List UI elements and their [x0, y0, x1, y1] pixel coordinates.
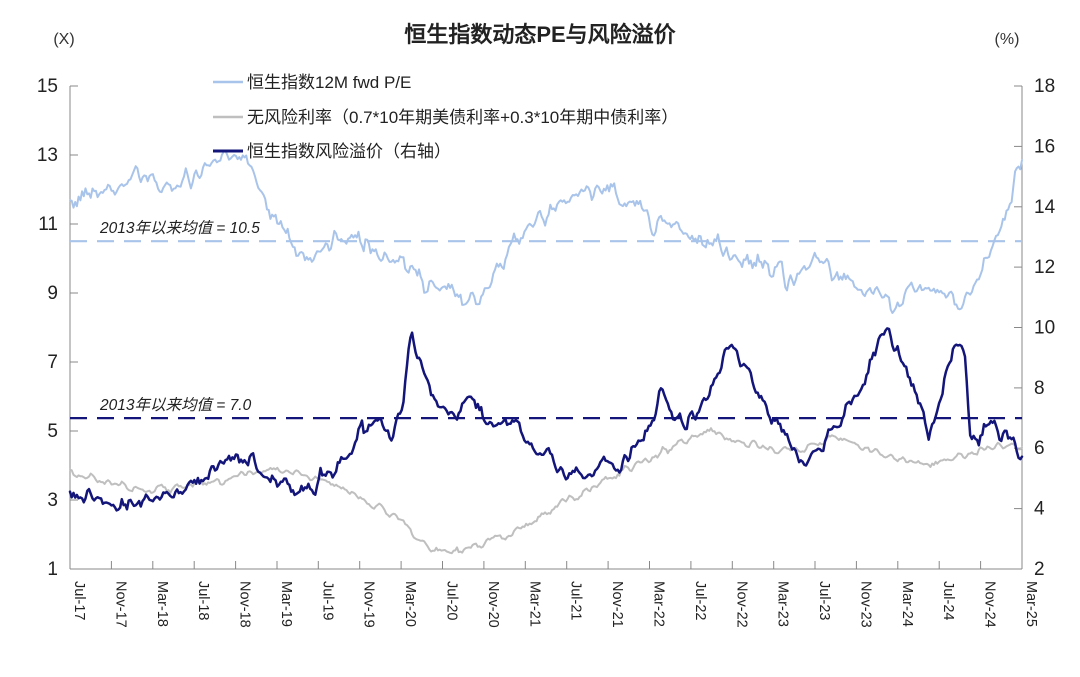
svg-text:Jul-20: Jul-20: [444, 581, 460, 621]
svg-text:3: 3: [47, 490, 58, 511]
svg-text:Nov-23: Nov-23: [857, 581, 873, 628]
svg-text:Nov-19: Nov-19: [361, 581, 377, 628]
svg-text:1: 1: [47, 559, 58, 580]
svg-text:10: 10: [1034, 318, 1055, 339]
svg-text:Jul-19: Jul-19: [319, 581, 335, 621]
svg-text:Jul-23: Jul-23: [816, 581, 832, 621]
svg-text:Nov-22: Nov-22: [733, 581, 749, 628]
svg-text:Mar-23: Mar-23: [775, 581, 791, 627]
svg-text:Mar-20: Mar-20: [402, 581, 418, 627]
svg-text:Mar-19: Mar-19: [278, 581, 294, 627]
svg-text:Mar-22: Mar-22: [651, 581, 667, 627]
svg-text:13: 13: [37, 145, 58, 166]
svg-text:9: 9: [47, 283, 58, 304]
svg-text:恒生指数风险溢价（右轴）: 恒生指数风险溢价（右轴）: [247, 142, 451, 161]
svg-text:Jul-17: Jul-17: [71, 581, 87, 621]
svg-text:7: 7: [47, 352, 58, 373]
svg-text:Mar-21: Mar-21: [526, 581, 542, 627]
svg-text:Nov-18: Nov-18: [237, 581, 253, 628]
svg-text:5: 5: [47, 421, 58, 442]
svg-text:8: 8: [1034, 378, 1045, 399]
svg-text:无风险利率（0.7*10年期美债利率+0.3*10年期中债利: 无风险利率（0.7*10年期美债利率+0.3*10年期中债利率）: [247, 108, 678, 127]
svg-text:Jul-22: Jul-22: [692, 581, 708, 621]
svg-text:Nov-20: Nov-20: [485, 581, 501, 628]
svg-text:Mar-25: Mar-25: [1023, 581, 1039, 627]
svg-text:恒生指数12M fwd P/E: 恒生指数12M fwd P/E: [247, 73, 411, 92]
svg-text:Jul-18: Jul-18: [195, 581, 211, 621]
svg-text:6: 6: [1034, 438, 1045, 459]
svg-text:11: 11: [38, 214, 58, 235]
svg-text:Nov-24: Nov-24: [982, 581, 998, 628]
svg-text:(X): (X): [53, 31, 74, 48]
svg-text:2: 2: [1034, 559, 1045, 580]
svg-text:恒生指数动态PE与风险溢价: 恒生指数动态PE与风险溢价: [404, 22, 676, 47]
svg-text:Jul-24: Jul-24: [940, 581, 956, 621]
svg-text:12: 12: [1034, 257, 1055, 278]
svg-text:Nov-21: Nov-21: [609, 581, 625, 628]
svg-text:Jul-21: Jul-21: [568, 581, 584, 621]
svg-text:4: 4: [1034, 499, 1045, 520]
svg-text:(%): (%): [995, 31, 1020, 48]
svg-text:16: 16: [1034, 136, 1055, 157]
svg-text:2013年以来均值 = 7.0: 2013年以来均值 = 7.0: [99, 396, 252, 414]
svg-text:15: 15: [37, 76, 58, 97]
svg-text:Mar-24: Mar-24: [899, 581, 915, 627]
svg-text:Mar-18: Mar-18: [154, 581, 170, 627]
svg-text:18: 18: [1034, 76, 1055, 97]
svg-text:14: 14: [1034, 197, 1056, 218]
svg-text:2013年以来均值 = 10.5: 2013年以来均值 = 10.5: [99, 219, 260, 237]
svg-text:Nov-17: Nov-17: [112, 581, 128, 628]
